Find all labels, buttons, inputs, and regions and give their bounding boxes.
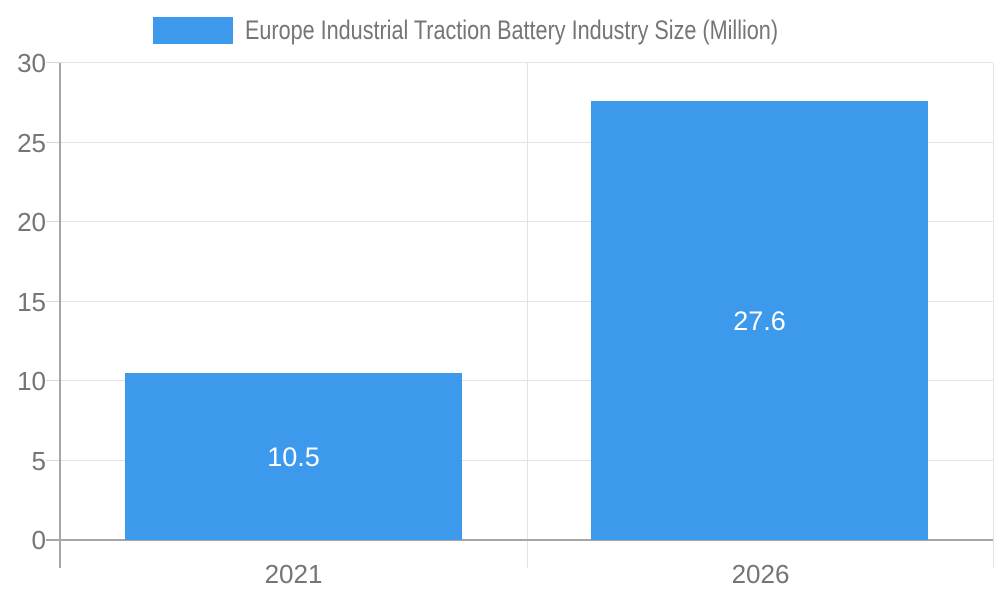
y-axis-tick <box>46 221 60 222</box>
y-gridline <box>60 221 993 222</box>
bar-value-label: 27.6 <box>733 306 786 336</box>
y-gridline <box>60 62 993 63</box>
y-axis-tick <box>46 142 60 143</box>
y-gridline <box>60 301 993 302</box>
y-axis-tick-label: 15 <box>17 287 46 317</box>
y-gridline <box>60 460 993 461</box>
bar-2026[interactable]: 27.6 <box>591 101 928 540</box>
legend-label: Europe Industrial Traction Battery Indus… <box>245 15 779 45</box>
y-gridline <box>60 380 993 381</box>
legend-swatch-icon <box>153 17 233 44</box>
y-axis-tick-label: 5 <box>31 446 46 476</box>
y-gridline <box>60 142 993 143</box>
bar-2021[interactable]: 10.5 <box>125 373 462 540</box>
v-gridline <box>527 63 528 568</box>
x-axis-tick-label: 2021 <box>264 559 323 589</box>
legend-item[interactable]: Europe Industrial Traction Battery Indus… <box>0 15 1000 45</box>
y-axis-tick-label: 25 <box>17 128 46 158</box>
v-gridline <box>993 63 994 568</box>
y-axis-tick-label: 0 <box>31 525 46 555</box>
y-axis-tick <box>46 301 60 302</box>
y-axis-tick-label: 30 <box>17 48 46 78</box>
y-axis-tick <box>46 380 60 381</box>
y-axis-tick <box>46 460 60 461</box>
y-axis-tick <box>46 62 60 63</box>
y-axis-tick-label: 10 <box>17 366 46 396</box>
x-axis-tick-label: 2026 <box>731 559 790 589</box>
y-axis-tick-label: 20 <box>17 207 46 237</box>
bar-value-label: 10.5 <box>267 442 320 472</box>
x-axis-line <box>46 539 993 541</box>
y-axis-line <box>59 63 61 568</box>
